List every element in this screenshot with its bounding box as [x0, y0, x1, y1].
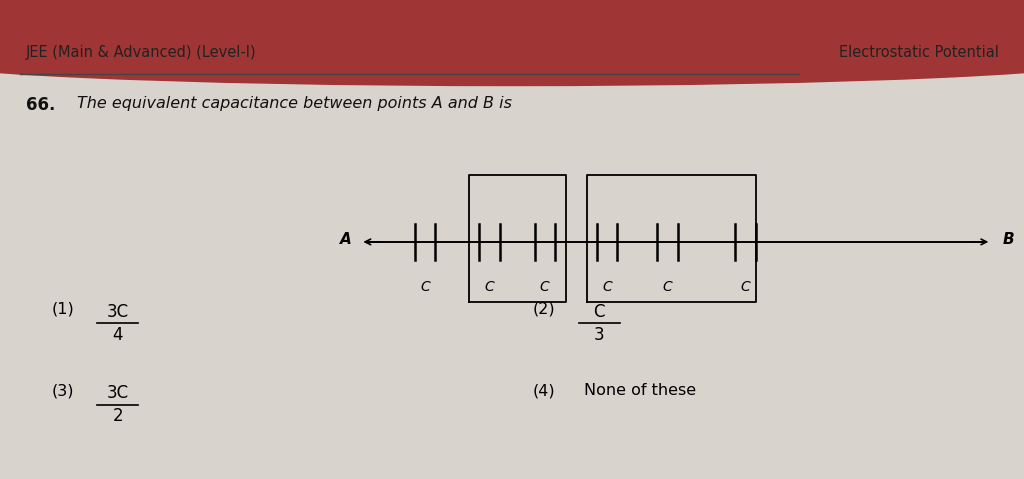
Text: C: C	[420, 280, 430, 295]
Text: 3C: 3C	[106, 384, 129, 402]
Text: 3: 3	[594, 326, 604, 344]
Text: The equivalent capacitance between points A and B is: The equivalent capacitance between point…	[77, 96, 512, 111]
Text: C: C	[740, 280, 751, 295]
Text: (2): (2)	[532, 302, 555, 317]
Ellipse shape	[0, 29, 1024, 86]
Bar	[0, 0, 1024, 57]
Text: Electrostatic Potential: Electrostatic Potential	[839, 45, 998, 60]
Text: (1): (1)	[51, 302, 74, 317]
Text: (3): (3)	[51, 383, 74, 398]
Text: 3C: 3C	[106, 303, 129, 321]
Text: C: C	[593, 303, 605, 321]
Text: 66.: 66.	[26, 96, 55, 114]
Text: 2: 2	[113, 407, 123, 425]
Text: 4: 4	[113, 326, 123, 344]
Text: B: B	[1002, 232, 1015, 247]
Text: (4): (4)	[532, 383, 555, 398]
Text: A: A	[340, 232, 352, 247]
Text: C: C	[484, 280, 495, 295]
Text: C: C	[602, 280, 612, 295]
Text: C: C	[540, 280, 550, 295]
Text: C: C	[663, 280, 673, 295]
Text: None of these: None of these	[584, 383, 695, 398]
Text: JEE (Main & Advanced) (Level-I): JEE (Main & Advanced) (Level-I)	[26, 45, 256, 60]
